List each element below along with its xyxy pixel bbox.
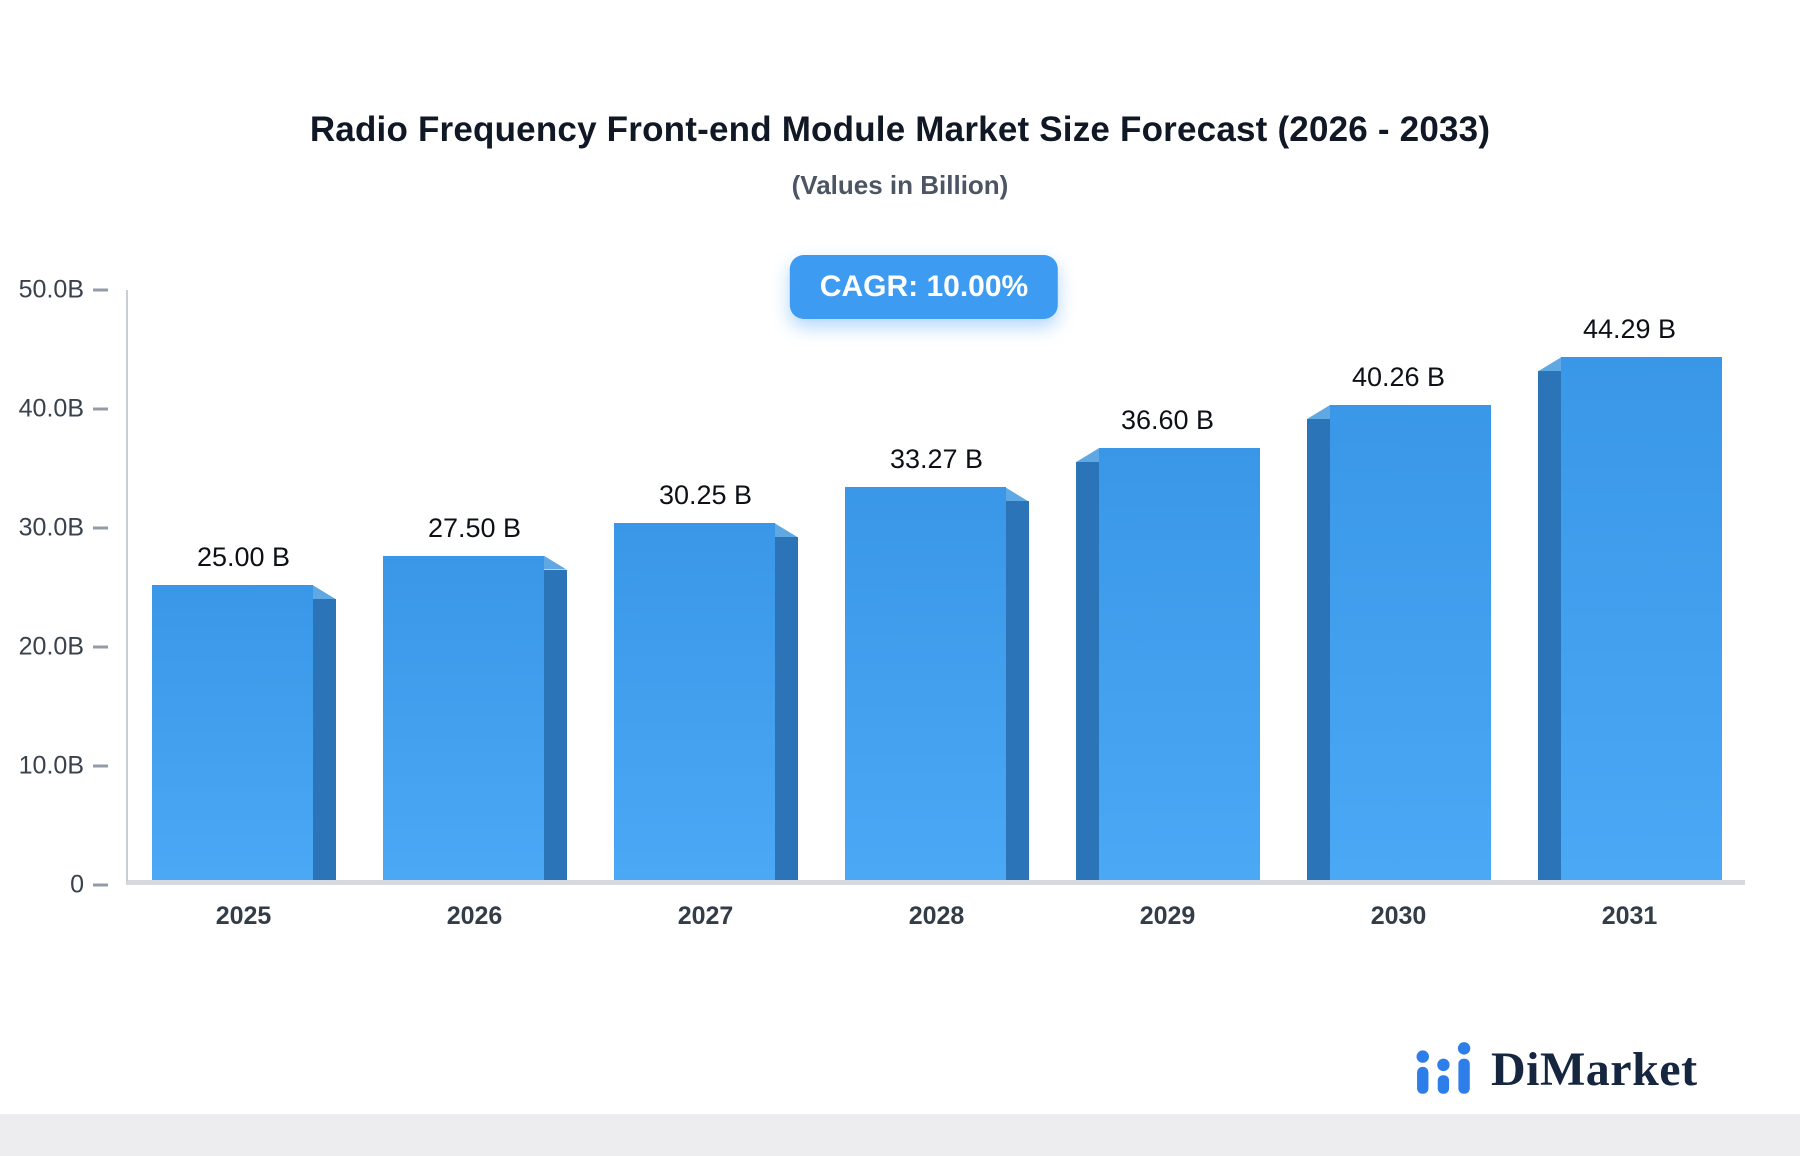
y-tick: 20.0B (19, 633, 108, 662)
x-axis-label: 2029 (1139, 902, 1196, 930)
x-axis-label: 2031 (1601, 902, 1658, 930)
bar-b-side (1306, 418, 1330, 880)
bar-2026 (382, 555, 567, 880)
bar-face (1098, 448, 1260, 880)
cagr-badge-label: CAGR: 10.00% (819, 270, 1029, 303)
y-tick: 50.0B (19, 276, 108, 305)
x-axis-label: 2028 (908, 902, 965, 930)
y-tick-mark (93, 764, 108, 768)
bar-face (382, 555, 544, 880)
bar-b-side (312, 599, 336, 880)
bar-value-label: 44.29 B (1582, 314, 1677, 345)
bar-2031 (1537, 357, 1722, 880)
logo-text: DiMarket (1491, 1042, 1698, 1096)
bar-b-side (1537, 371, 1561, 880)
x-axis-label: 2027 (677, 902, 734, 930)
bar-value-label: 33.27 B (889, 444, 984, 475)
bar-bevel (1307, 405, 1330, 419)
y-tick-mark (93, 526, 108, 530)
y-axis: 50.0B 40.0B 30.0B 20.0B 10.0B 0 (0, 276, 108, 899)
bar-bevel (774, 523, 798, 538)
bar-2029 (1075, 448, 1260, 880)
bar-bevel (543, 555, 567, 570)
bar-bevel (1005, 487, 1029, 502)
footer-band (0, 1114, 1800, 1156)
bar-face (1560, 357, 1722, 880)
y-axis-label: 0 (70, 870, 84, 899)
bar-bevel (1076, 448, 1099, 462)
bar-value-label: 30.25 B (658, 480, 753, 511)
bar-b-side (774, 537, 798, 880)
x-axis-label: 2026 (446, 902, 503, 930)
y-tick: 10.0B (19, 752, 108, 781)
plot-area: 25.00 B 2025 27.50 B 2026 30.25 B 2027 33.27 B… (126, 290, 1745, 930)
x-axis-label: 2030 (1370, 902, 1427, 930)
y-tick-mark (93, 883, 108, 887)
bar-b-side (1075, 462, 1099, 880)
y-axis-label: 40.0B (18, 394, 84, 423)
chart-title: Radio Frequency Front-end Module Market … (309, 110, 1491, 149)
bar-value-label: 40.26 B (1351, 361, 1446, 392)
bar-bevel (312, 585, 336, 599)
x-axis-label: 2025 (215, 902, 272, 930)
y-tick: 0 (70, 871, 108, 900)
chart-subtitle: (Values in Billion) (791, 170, 1009, 200)
bar-b-side (1005, 501, 1029, 880)
bar-group-2031: 44.29 B 2031 (1537, 290, 1722, 930)
y-tick: 40.0B (19, 395, 108, 424)
cagr-badge: CAGR: 10.00% (789, 255, 1059, 319)
bar-group-2027: 30.25 B 2027 (613, 290, 798, 930)
bar-chart-icon (1416, 1042, 1471, 1094)
dimarket-logo: DiMarket (1415, 1040, 1698, 1098)
bar-bevel (1538, 357, 1561, 371)
bar-face (1329, 404, 1491, 880)
bar-group-2025: 25.00 B 2025 (151, 290, 336, 930)
y-axis-label: 50.0B (18, 275, 84, 304)
bar-2030 (1306, 404, 1491, 880)
bar-face (613, 523, 775, 880)
y-axis-label: 20.0B (18, 632, 84, 661)
y-tick-mark (93, 407, 108, 411)
y-axis-label: 10.0B (18, 751, 84, 780)
bar-group-2030: 40.26 B 2030 (1306, 290, 1491, 930)
bar-2025 (151, 585, 336, 880)
bar-2028 (844, 487, 1029, 880)
y-tick-mark (93, 288, 108, 292)
y-axis-label: 30.0B (18, 513, 84, 542)
bar-group-2029: 36.60 B 2029 (1075, 290, 1260, 930)
bar-face (844, 487, 1006, 880)
bar-face (151, 585, 313, 880)
bar-group-2026: 27.50 B 2026 (382, 290, 567, 930)
y-tick: 30.0B (19, 514, 108, 543)
bar-group-2028: 33.27 B 2028 (844, 290, 1029, 930)
bar-value-label: 25.00 B (196, 542, 291, 572)
bar-2027 (613, 523, 798, 880)
bar-b-side (543, 569, 567, 880)
bar-value-label: 36.60 B (1120, 405, 1215, 436)
y-tick-mark (93, 645, 108, 649)
bar-value-label: 27.50 B (427, 512, 522, 543)
